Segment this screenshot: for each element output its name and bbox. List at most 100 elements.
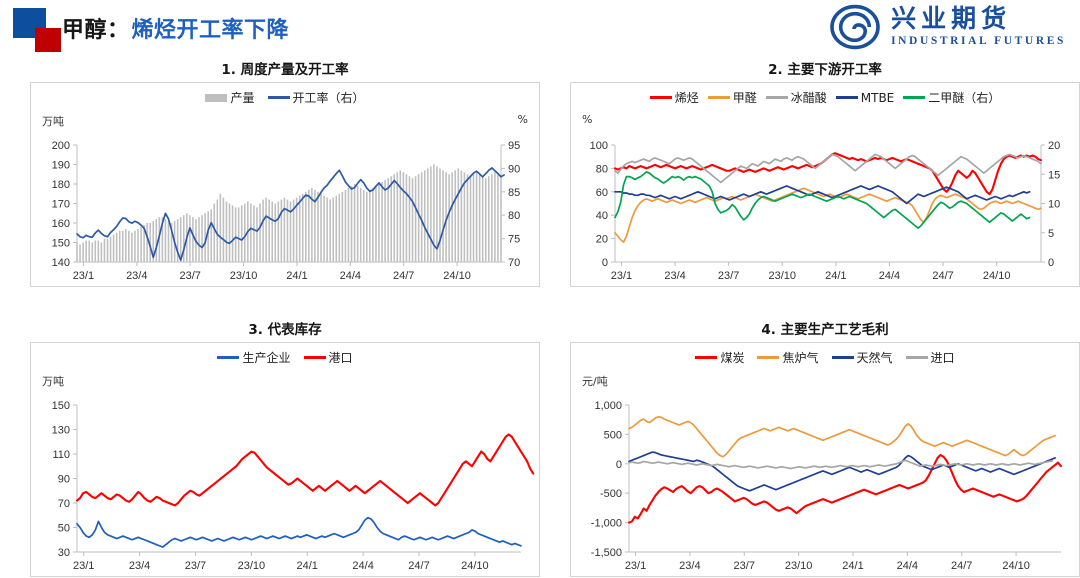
legend-item-shengchanqiye: 生产企业 bbox=[217, 349, 291, 366]
legend-label: 产量 bbox=[230, 91, 255, 105]
legend-label: 开工率（右） bbox=[292, 91, 365, 105]
svg-text:-1,000: -1,000 bbox=[591, 518, 622, 530]
svg-text:24/4: 24/4 bbox=[879, 270, 900, 282]
svg-text:24/10: 24/10 bbox=[983, 270, 1011, 282]
chart-1-legend: 产量 开工率（右） bbox=[31, 89, 539, 106]
svg-text:0: 0 bbox=[602, 257, 608, 269]
svg-text:130: 130 bbox=[52, 425, 70, 437]
legend-item-jiaoluqi: 焦炉气 bbox=[757, 349, 819, 366]
legend-item-kaigonglv: 开工率（右） bbox=[267, 89, 365, 106]
brand-name-en: INDUSTRIAL FUTURES bbox=[891, 35, 1066, 48]
svg-text:24/4: 24/4 bbox=[352, 560, 373, 572]
legend-line-icon bbox=[831, 356, 854, 359]
legend-label: 生产企业 bbox=[242, 351, 291, 365]
page-title-main: 烯烃开工率下降 bbox=[131, 17, 290, 42]
svg-text:23/7: 23/7 bbox=[179, 270, 200, 282]
chart-3-plot: 生产企业 港口 万吨 30 50 70 90 110 130 150 23/1 23/4 23/7… bbox=[30, 342, 540, 577]
chart-1-title: 1. 周度产量及开工率 bbox=[221, 62, 349, 78]
svg-text:24/4: 24/4 bbox=[340, 270, 361, 282]
svg-text:24/7: 24/7 bbox=[951, 560, 972, 572]
svg-text:23/7: 23/7 bbox=[718, 270, 739, 282]
svg-text:23/7: 23/7 bbox=[734, 560, 755, 572]
chart-2-title: 2. 主要下游开工率 bbox=[768, 62, 882, 78]
svg-text:180: 180 bbox=[52, 179, 70, 191]
svg-text:75: 75 bbox=[508, 234, 520, 246]
svg-text:23/10: 23/10 bbox=[230, 270, 258, 282]
svg-text:20: 20 bbox=[1048, 140, 1060, 152]
legend-line-icon bbox=[267, 96, 290, 99]
spiral-logo-icon bbox=[830, 4, 880, 50]
legend-label: MTBE bbox=[860, 90, 895, 105]
svg-text:24/1: 24/1 bbox=[286, 270, 307, 282]
svg-text:24/1: 24/1 bbox=[297, 560, 318, 572]
chart-1-canvas: 140 150 160 170 180 190 200 70 75 80 85 90 95 23/1 23/… bbox=[52, 140, 521, 282]
svg-text:23/7: 23/7 bbox=[185, 560, 206, 572]
svg-text:85: 85 bbox=[508, 187, 520, 199]
svg-text:23/1: 23/1 bbox=[611, 270, 632, 282]
legend-swatch-icon bbox=[205, 93, 228, 102]
svg-text:90: 90 bbox=[508, 163, 520, 175]
svg-text:15: 15 bbox=[1048, 169, 1060, 181]
legend-label: 冰醋酸 bbox=[790, 91, 827, 105]
svg-text:24/7: 24/7 bbox=[932, 270, 953, 282]
brand-logo: 兴业期货 INDUSTRIAL FUTURES bbox=[829, 4, 1066, 50]
svg-text:150: 150 bbox=[52, 238, 70, 250]
legend-item-mtbe: MTBE bbox=[835, 90, 895, 105]
svg-text:23/10: 23/10 bbox=[238, 560, 266, 572]
svg-text:40: 40 bbox=[596, 210, 608, 222]
page-title-prefix: 甲醇： bbox=[62, 17, 130, 42]
svg-text:24/1: 24/1 bbox=[825, 270, 846, 282]
svg-text:140: 140 bbox=[52, 257, 70, 269]
chart-3-legend: 生产企业 港口 bbox=[31, 349, 539, 366]
svg-text:190: 190 bbox=[52, 160, 70, 172]
brand-name-cn: 兴业期货 bbox=[891, 4, 1012, 34]
svg-text:23/10: 23/10 bbox=[768, 270, 796, 282]
svg-text:100: 100 bbox=[590, 140, 608, 152]
legend-label: 煤炭 bbox=[720, 351, 745, 365]
legend-label: 焦炉气 bbox=[782, 351, 819, 365]
svg-text:23/4: 23/4 bbox=[129, 560, 150, 572]
chart-2-unit-left: % bbox=[582, 113, 593, 126]
chart-2-plot: 烯烃 甲醛 冰醋酸 MTBE 二甲醚（右） % 0 20 40 60 80 100 0 5 10… bbox=[570, 82, 1080, 287]
chart-1-unit-left: 万吨 bbox=[42, 115, 64, 128]
svg-text:0: 0 bbox=[616, 459, 622, 471]
svg-text:95: 95 bbox=[508, 140, 520, 152]
svg-text:200: 200 bbox=[52, 140, 70, 152]
svg-text:23/1: 23/1 bbox=[625, 560, 646, 572]
legend-label: 进口 bbox=[930, 351, 955, 365]
legend-line-icon bbox=[303, 356, 326, 359]
svg-text:24/10: 24/10 bbox=[443, 270, 471, 282]
chart-panel-3: 3. 代表库存 生产企业 港口 万吨 30 50 70 90 110 130 150 23/1… bbox=[30, 318, 540, 577]
svg-text:23/4: 23/4 bbox=[664, 270, 685, 282]
svg-text:500: 500 bbox=[604, 429, 622, 441]
legend-line-icon bbox=[695, 356, 718, 359]
svg-text:24/10: 24/10 bbox=[1002, 560, 1030, 572]
chart-4-title: 4. 主要生产工艺毛利 bbox=[761, 322, 889, 338]
svg-text:-500: -500 bbox=[600, 488, 622, 500]
legend-item-tianranqi: 天然气 bbox=[831, 349, 893, 366]
svg-text:160: 160 bbox=[52, 218, 70, 230]
svg-text:110: 110 bbox=[52, 449, 70, 461]
legend-line-icon bbox=[649, 96, 672, 99]
chart-1-plot: 产量 开工率（右） 万吨 % 140 150 160 170 180 190 200 70 75… bbox=[30, 82, 540, 287]
svg-text:0: 0 bbox=[1048, 257, 1054, 269]
legend-item-gangkou: 港口 bbox=[303, 349, 353, 366]
legend-item-erjiami: 二甲醚（右） bbox=[903, 89, 1000, 106]
legend-label: 二甲醚（右） bbox=[928, 91, 1001, 105]
svg-text:24/7: 24/7 bbox=[393, 270, 414, 282]
chart-panel-4: 4. 主要生产工艺毛利 煤炭 焦炉气 天然气 进口 元/吨 -1,500 -1,0… bbox=[570, 318, 1080, 577]
svg-text:5: 5 bbox=[1048, 228, 1054, 240]
legend-item-bingcusuan: 冰醋酸 bbox=[765, 89, 827, 106]
svg-text:30: 30 bbox=[58, 547, 70, 559]
legend-item-chanliang: 产量 bbox=[205, 89, 255, 106]
legend-line-icon bbox=[707, 96, 730, 99]
legend-label: 港口 bbox=[328, 351, 353, 365]
svg-text:23/4: 23/4 bbox=[126, 270, 147, 282]
svg-text:23/10: 23/10 bbox=[785, 560, 813, 572]
svg-text:24/7: 24/7 bbox=[408, 560, 429, 572]
chart-panel-1: 1. 周度产量及开工率 产量 开工率（右） 万吨 % 140 150 160 170 1… bbox=[30, 58, 540, 287]
svg-text:70: 70 bbox=[508, 257, 520, 269]
svg-text:170: 170 bbox=[52, 199, 70, 211]
svg-text:23/1: 23/1 bbox=[73, 560, 94, 572]
svg-text:80: 80 bbox=[508, 210, 520, 222]
